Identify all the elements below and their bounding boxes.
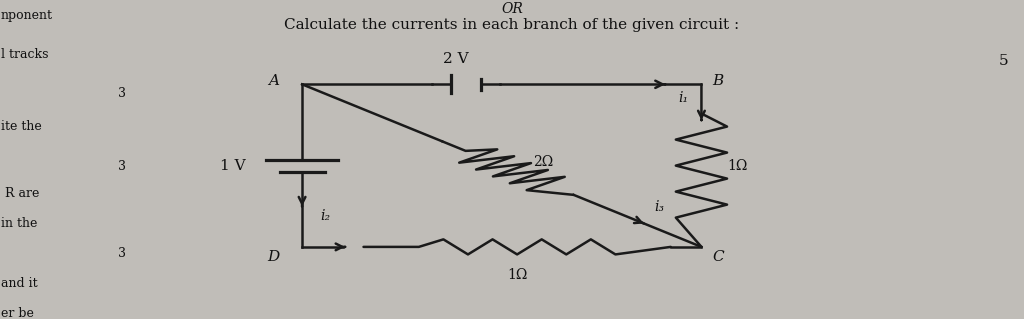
Text: OR: OR (501, 2, 523, 16)
Text: A: A (268, 74, 280, 88)
Text: 1Ω: 1Ω (727, 159, 748, 173)
Text: B: B (713, 74, 724, 88)
Text: i₃: i₃ (654, 200, 665, 214)
Text: Calculate the currents in each branch of the given circuit :: Calculate the currents in each branch of… (285, 18, 739, 32)
Text: R are: R are (1, 187, 39, 200)
Text: 3: 3 (118, 160, 126, 173)
Text: C: C (713, 250, 724, 264)
Text: 5: 5 (999, 54, 1009, 68)
Text: and it: and it (1, 277, 38, 290)
Text: er be: er be (1, 307, 34, 319)
Text: 1 V: 1 V (220, 159, 246, 173)
Text: ite the: ite the (1, 121, 42, 133)
Text: 3: 3 (118, 87, 126, 100)
Text: 1Ω: 1Ω (507, 268, 527, 282)
Text: 2 V: 2 V (442, 52, 469, 66)
Text: 2Ω: 2Ω (534, 155, 554, 169)
Text: nponent: nponent (1, 9, 53, 22)
Text: l tracks: l tracks (1, 48, 48, 61)
Text: i₁: i₁ (678, 91, 688, 105)
Text: in the: in the (1, 217, 38, 230)
Text: i₂: i₂ (321, 209, 331, 223)
Text: D: D (267, 250, 280, 264)
Text: 3: 3 (118, 247, 126, 260)
